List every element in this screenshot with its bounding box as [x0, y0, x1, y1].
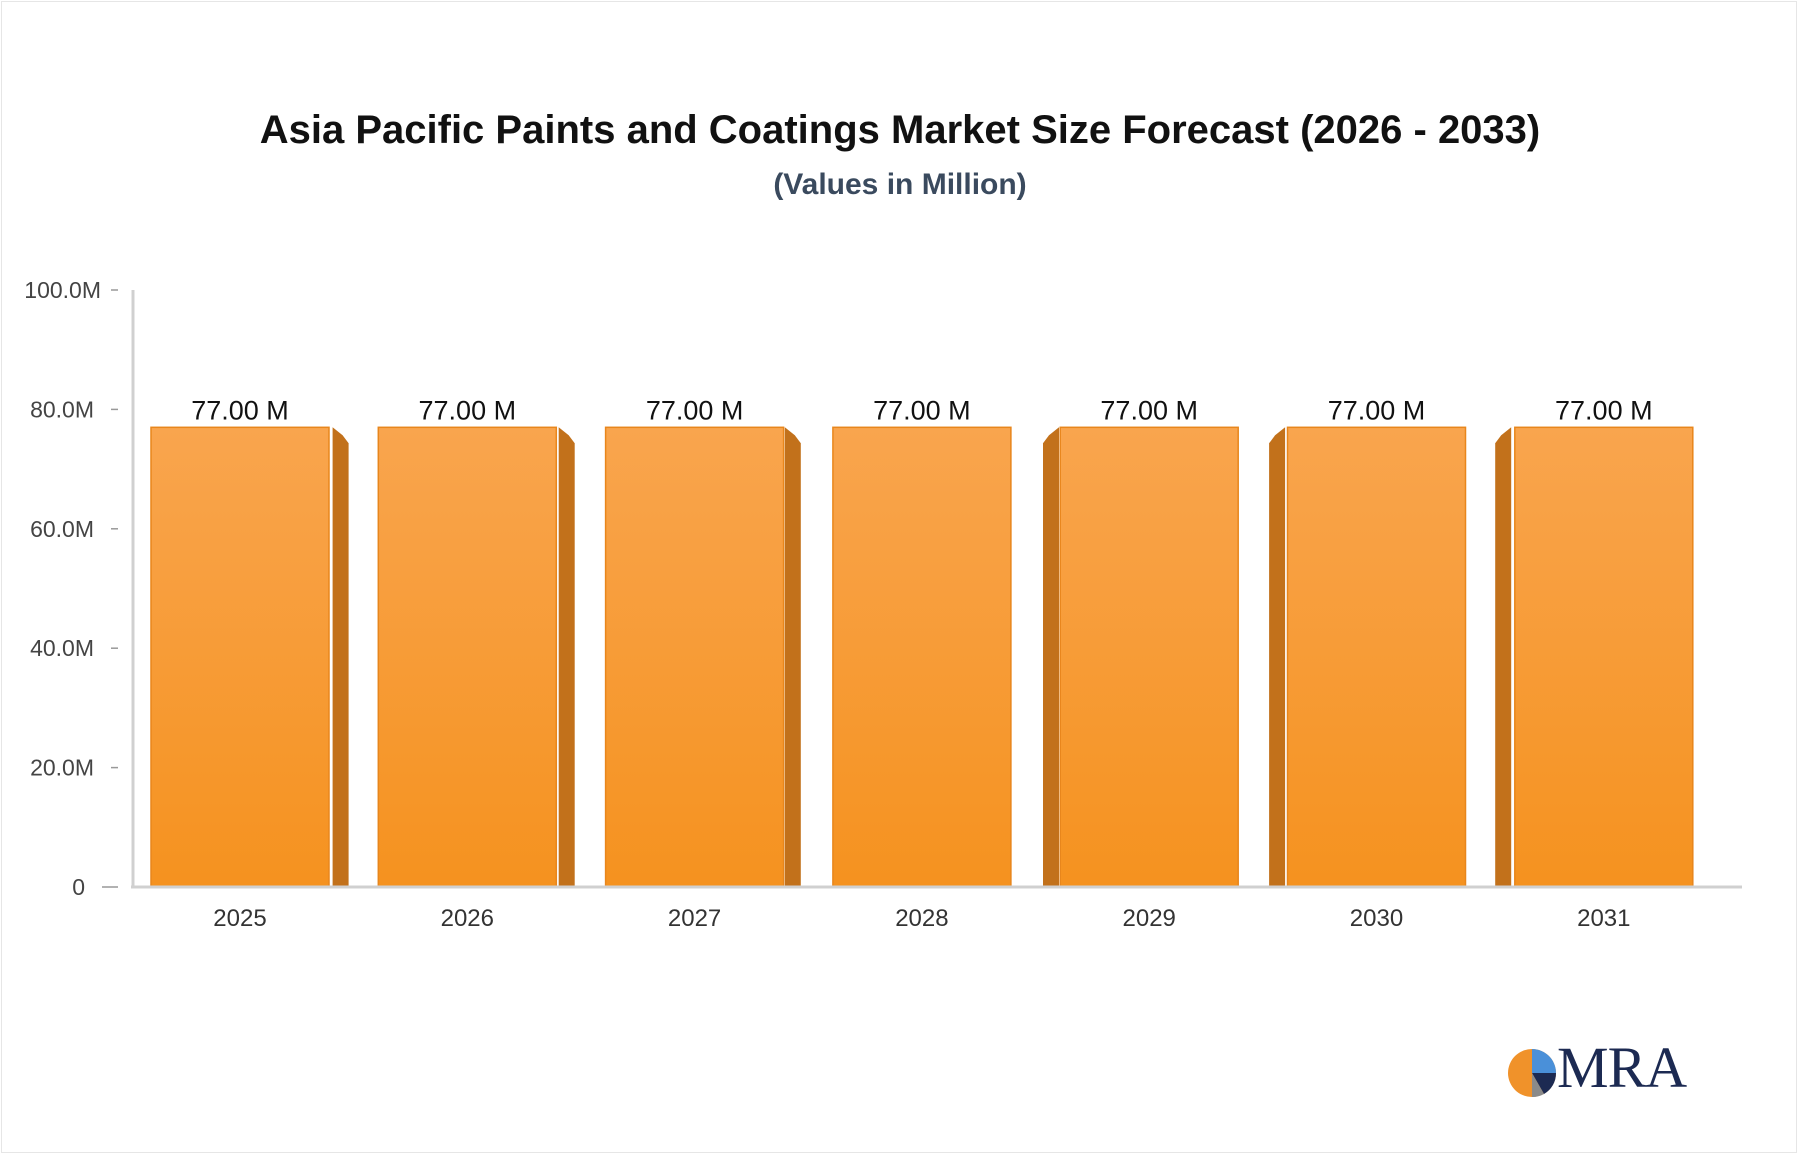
bar-data-label: 77.00 M [419, 395, 517, 425]
y-tick-label: 100.0M [24, 277, 101, 303]
y-tick-label: 20.0M [30, 755, 94, 781]
bar [1059, 426, 1239, 888]
bar-side [558, 427, 575, 887]
x-tick-label: 2029 [1123, 905, 1176, 932]
logo-text: MRA [1557, 1035, 1687, 1100]
x-tick-label: 2027 [668, 905, 721, 932]
bar-side [1495, 427, 1512, 887]
bar-data-label: 77.00 M [646, 395, 744, 425]
y-axis: 0 20.0M 40.0M 60.0M 80.0M 100.0M [24, 277, 135, 900]
bar-data-label: 77.00 M [191, 395, 289, 425]
chart-title: Asia Pacific Paints and Coatings Market … [259, 108, 1541, 152]
bar-data-label: 77.00 M [1328, 395, 1426, 425]
x-tick-label: 2025 [213, 905, 266, 932]
bar-side [332, 427, 349, 887]
bar-side [1043, 427, 1059, 887]
logo-pie-icon [1508, 1049, 1557, 1098]
y-tick-label: 80.0M [30, 396, 94, 422]
x-axis: 2025 2026 2027 2028 2029 2030 2031 [131, 885, 1742, 932]
bar [1286, 426, 1467, 888]
bar-side [784, 427, 801, 887]
bar-side [1269, 427, 1286, 887]
bar-data-label: 77.00 M [1100, 395, 1198, 425]
bar [832, 426, 1012, 888]
bar-data-label: 77.00 M [873, 395, 971, 425]
y-tick-label: 40.0M [30, 635, 94, 661]
chart-subtitle: (Values in Million) [773, 168, 1027, 201]
y-tick-label: 0 [72, 874, 85, 900]
mra-logo: MRA [1505, 1036, 1695, 1100]
bar-data-label: 77.00 M [1555, 395, 1653, 425]
bar [377, 426, 558, 888]
x-tick-label: 2031 [1577, 905, 1630, 932]
bar [1514, 426, 1694, 888]
y-tick-label: 60.0M [30, 516, 94, 542]
bar [150, 426, 330, 888]
x-tick-label: 2026 [441, 905, 494, 932]
bars: 77.00 M 77.00 M 77.00 M 77.00 M 77.00 M 77.00… [150, 395, 1694, 888]
x-tick-label: 2028 [895, 905, 948, 932]
bar [604, 426, 785, 888]
x-tick-label: 2030 [1350, 905, 1403, 932]
